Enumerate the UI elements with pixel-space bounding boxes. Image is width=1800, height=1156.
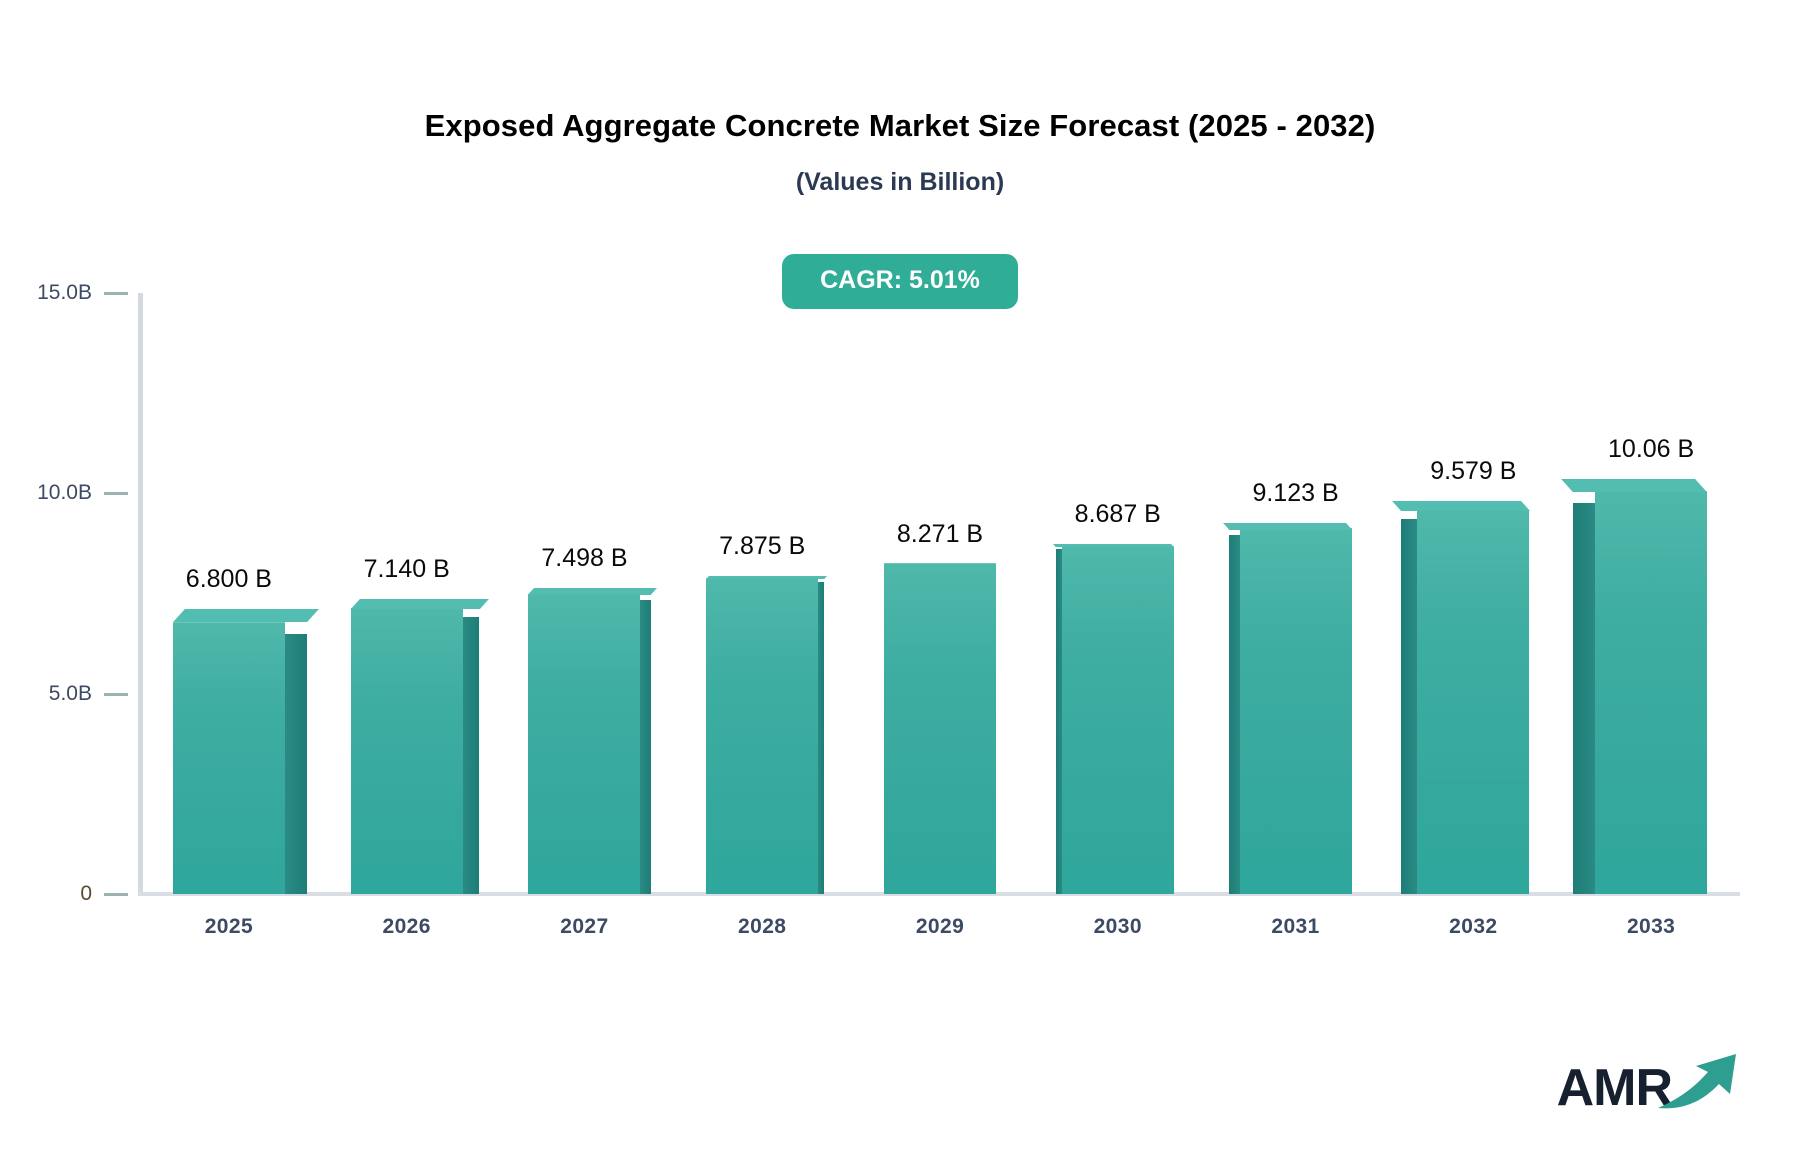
bar-value-label: 9.123 B [1252,478,1339,507]
x-axis-label-2029: 2029 [915,915,965,938]
bar-face [350,607,463,894]
x-axis-label-2027: 2027 [560,915,609,938]
bar-top-face [1391,501,1530,512]
bar-top-face [706,576,827,580]
bar-side-face [1056,548,1062,894]
bar-side-face [640,599,652,894]
chart-subtitle: (Values in Billion) [795,168,1005,196]
bar-2033 [1561,478,1708,894]
y-axis-label-5: 5.0B [48,682,92,705]
amr-logo-text: AMR [1556,1059,1673,1117]
x-axis-label-2031: 2031 [1271,915,1320,938]
bar-2032 [1391,501,1530,894]
bar-side-face [1573,503,1596,894]
bar-face [1239,528,1352,894]
bar-2025 [172,609,319,894]
x-axis-label-2033: 2033 [1626,915,1676,938]
bar-top-face [1053,543,1174,547]
x-axis-label-2028: 2028 [738,915,787,938]
bar-2028 [706,576,827,894]
y-tick-mark [104,893,128,896]
cagr-badge-container: CAGR: 5.01% [0,254,1800,309]
y-tick-mark [104,492,128,495]
bar-series: 6.800 B 2025 7.140 B 2026 7.498 B 2027 7.875 B… [140,0,1740,1156]
bar-face [706,578,819,894]
x-axis-label-2032: 2032 [1449,915,1498,938]
bar-value-label: 10.06 B [1608,434,1695,463]
bar-value-label: 8.271 B [896,519,984,548]
x-axis-label-2030: 2030 [1093,915,1142,938]
amr-logo: AMR [1557,1040,1742,1114]
bar-side-face [284,633,307,894]
bar-2029 [884,562,996,894]
bar-face [1417,510,1530,894]
bar-top-face [1222,522,1352,530]
bar-value-label: 7.498 B [541,543,628,572]
bar-top-face [1561,478,1708,492]
y-tick-mark [104,292,128,295]
x-axis-line [138,892,1740,896]
bar-face [172,621,285,894]
y-tick-mark [104,693,128,696]
bar-top-face [172,609,319,623]
y-axis-label-0: 0 [80,882,92,905]
bar-side-face [1400,519,1418,894]
bar-value-label: 9.579 B [1430,457,1517,486]
bar-2026 [350,599,489,894]
bar-value-label: 7.140 B [363,555,450,584]
bar-value-label: 7.875 B [719,532,806,561]
bar-side-face [462,617,480,894]
x-axis-label-2025: 2025 [204,915,254,938]
bar-face [528,593,641,894]
bar-face [1061,545,1174,894]
chart-title: Exposed Aggregate Concrete Market Size F… [424,108,1376,143]
bar-value-label: 8.687 B [1074,499,1161,528]
bar-top-face [350,599,489,609]
bar-face [884,562,996,894]
bar-2027 [528,588,658,894]
x-axis-label-2026: 2026 [382,915,431,938]
y-axis-line [138,293,143,894]
bar-side-face [818,581,824,894]
bar-face [1595,490,1708,894]
cagr-badge: CAGR: 5.01% [782,254,1018,309]
trend-up-arrow-icon [1656,1050,1742,1112]
bar-2030 [1053,543,1174,894]
bar-side-face [1228,534,1240,894]
bar-top-face [528,588,658,595]
y-axis-label-10: 10.0B [37,481,92,504]
bar-2031 [1222,522,1352,894]
bar-value-label: 6.800 B [185,565,272,594]
y-axis-label-15: 15.0B [37,281,92,304]
